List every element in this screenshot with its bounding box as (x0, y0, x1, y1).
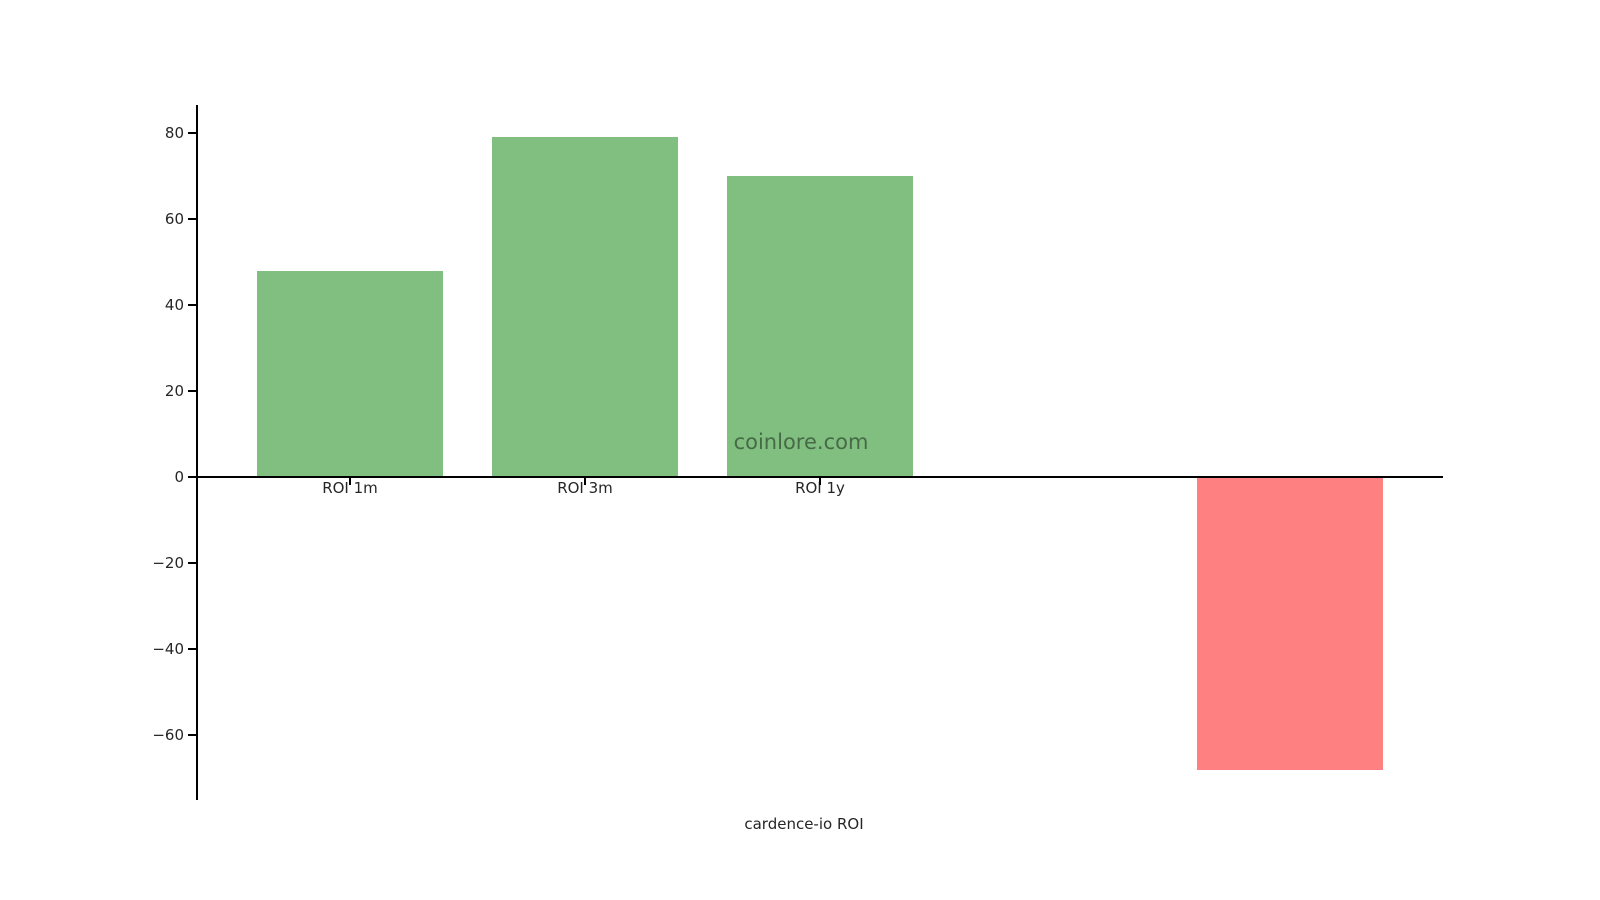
chart-title: cardence-io ROI (744, 815, 864, 833)
y-tick-mark (188, 390, 196, 392)
y-tick-mark (188, 304, 196, 306)
y-tick-label: 20 (164, 382, 184, 400)
y-tick-mark (188, 476, 196, 478)
y-tick-mark (188, 648, 196, 650)
y-tick-mark (188, 218, 196, 220)
y-tick-label: −40 (152, 640, 184, 658)
y-tick-label: 60 (164, 210, 184, 228)
x-tick-label-roi-1m: ROI 1m (322, 479, 378, 497)
y-tick-mark (188, 562, 196, 564)
watermark-text: coinlore.com (733, 430, 869, 454)
y-tick-label: 0 (174, 468, 184, 486)
y-axis-spine (196, 105, 198, 800)
bar-unlabeled-4 (1197, 478, 1383, 771)
y-tick-label: 40 (164, 296, 184, 314)
x-tick-mark (349, 478, 351, 485)
x-axis-line (196, 476, 1443, 478)
y-tick-label: −60 (152, 726, 184, 744)
bar-roi-1y (727, 176, 913, 477)
x-tick-mark (819, 478, 821, 485)
bar-roi-3m (492, 137, 678, 477)
x-tick-label-roi-1y: ROI 1y (795, 479, 845, 497)
x-tick-mark (584, 478, 586, 485)
y-tick-label: −20 (152, 554, 184, 572)
bar-roi-1m (257, 270, 443, 477)
y-tick-label: 80 (164, 124, 184, 142)
y-tick-mark (188, 734, 196, 736)
y-tick-mark (188, 132, 196, 134)
x-tick-label-roi-3m: ROI 3m (557, 479, 613, 497)
